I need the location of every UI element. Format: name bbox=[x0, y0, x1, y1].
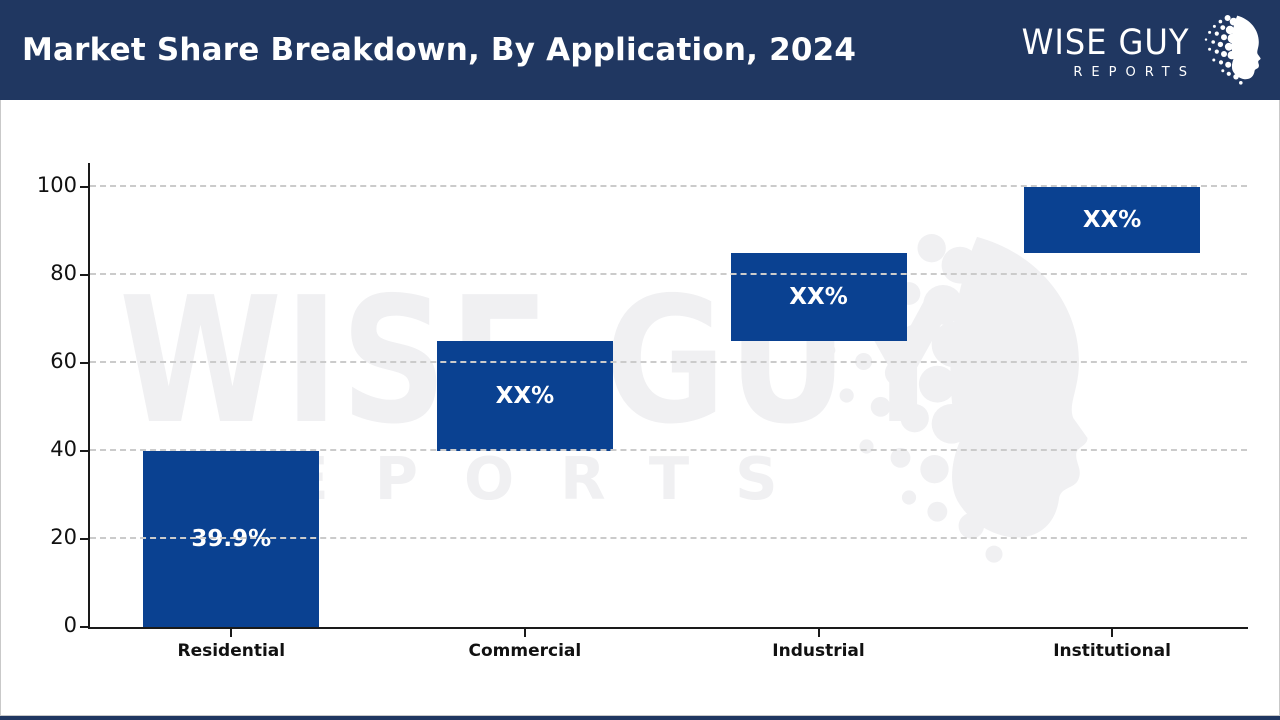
x-category-label: Institutional bbox=[1053, 641, 1171, 661]
y-tick-mark bbox=[80, 274, 88, 276]
y-tick-mark bbox=[80, 186, 88, 188]
x-tick-mark bbox=[523, 629, 526, 637]
wise-guy-head-icon bbox=[1194, 10, 1266, 92]
gridline bbox=[90, 449, 1247, 451]
y-tick-label: 100 bbox=[36, 173, 77, 197]
y-tick-mark bbox=[80, 362, 88, 364]
x-category-label: Commercial bbox=[468, 641, 582, 661]
x-tick-mark bbox=[1111, 629, 1114, 637]
bar-industrial: XX% bbox=[730, 253, 907, 341]
chart-region: WISE GUY REPORTS 0 20 40 60 80 100 39.9%… bbox=[0, 100, 1280, 716]
wise-guy-logo: WISE GUY REPORTS bbox=[1007, 6, 1266, 96]
x-tick-mark bbox=[230, 629, 233, 637]
header: Market Share Breakdown, By Application, … bbox=[0, 0, 1280, 100]
x-category-label: Residential bbox=[177, 641, 286, 661]
gridline bbox=[90, 185, 1247, 187]
x-category-label: Industrial bbox=[772, 641, 865, 661]
bar-commercial: XX% bbox=[436, 341, 613, 451]
y-tick-label: 80 bbox=[50, 261, 77, 285]
logo-brand-subtitle: REPORTS bbox=[1073, 64, 1196, 80]
bar-value-label: 39.9% bbox=[191, 526, 272, 553]
y-tick-label: 0 bbox=[63, 613, 77, 637]
x-axis-line bbox=[88, 627, 1248, 629]
gridline bbox=[90, 273, 1247, 275]
bar-value-label: XX% bbox=[789, 284, 848, 310]
y-tick-label: 40 bbox=[50, 437, 77, 461]
footer-bar bbox=[0, 716, 1280, 720]
y-tick-mark bbox=[80, 450, 88, 452]
gridline bbox=[90, 537, 1247, 539]
bar-value-label: XX% bbox=[495, 383, 555, 409]
logo-wordmark: WISE GUY REPORTS bbox=[1007, 23, 1190, 80]
y-axis-line bbox=[88, 163, 90, 629]
y-tick-label: 60 bbox=[50, 349, 77, 373]
bar-institutional: XX% bbox=[1024, 187, 1201, 253]
plot-area: 39.9% XX% XX% XX% bbox=[90, 185, 1247, 627]
page-title: Market Share Breakdown, By Application, … bbox=[22, 32, 857, 68]
x-tick-mark bbox=[817, 629, 820, 637]
y-tick-label: 20 bbox=[50, 525, 77, 549]
bar-value-label: XX% bbox=[1082, 207, 1142, 233]
y-tick-mark bbox=[80, 538, 88, 540]
gridline bbox=[90, 361, 1247, 363]
y-tick-mark bbox=[80, 626, 88, 628]
logo-brand-name: WISE GUY bbox=[1022, 22, 1190, 63]
bar-residential: 39.9% bbox=[143, 451, 320, 627]
